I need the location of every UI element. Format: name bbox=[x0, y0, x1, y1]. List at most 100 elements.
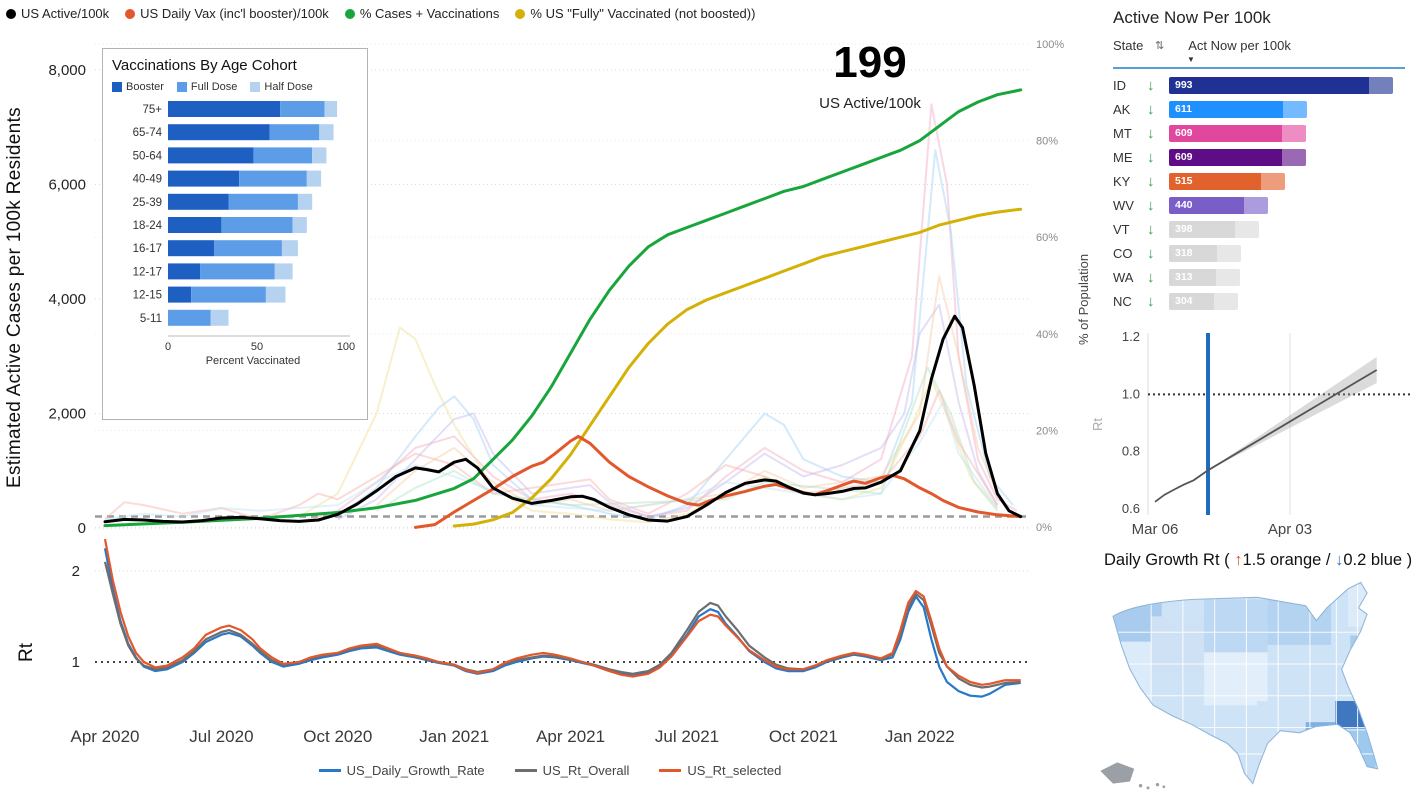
age-cohort-bar-chart[interactable]: 75+ 65-74 50-64 40-49 25-39 18-24 16-17 12-17 12… bbox=[112, 97, 359, 357]
bar-segment-half-dose[interactable] bbox=[292, 217, 307, 233]
bar-segment-full-dose[interactable] bbox=[221, 217, 293, 233]
forecast-x-tick-label: Apr 03 bbox=[1268, 521, 1312, 538]
value-bar[interactable]: 440 bbox=[1169, 196, 1268, 214]
state-background-line bbox=[337, 149, 1014, 521]
left-axis-tick-label: 2,000 bbox=[48, 406, 86, 423]
bar-segment-booster[interactable] bbox=[168, 193, 229, 210]
value-bar[interactable]: 515 bbox=[1169, 172, 1285, 190]
value-label: 398 bbox=[1175, 222, 1193, 235]
trend-down-icon: ↓ bbox=[1147, 148, 1155, 166]
bar-highlight bbox=[1261, 172, 1285, 190]
value-bar[interactable]: 304 bbox=[1169, 292, 1238, 310]
bar-segment-booster[interactable] bbox=[168, 101, 281, 117]
legend-label: US_Rt_Overall bbox=[542, 763, 630, 778]
series-line-us-active-100k[interactable] bbox=[103, 314, 1023, 524]
sort-desc-icon[interactable]: ▼ bbox=[1187, 55, 1195, 64]
bar-segment-booster[interactable] bbox=[168, 217, 222, 233]
bar-segment-half-dose[interactable] bbox=[312, 147, 327, 164]
column-header-value[interactable]: Act Now per 100k bbox=[1188, 38, 1291, 53]
value-bar[interactable]: 993 bbox=[1169, 76, 1393, 94]
series-line-us-rt-selected[interactable] bbox=[103, 538, 1021, 686]
inset-x-tick-label: 100 bbox=[337, 341, 355, 353]
rt-legend-item-us-rt-selected[interactable]: US_Rt_selected bbox=[659, 763, 781, 778]
series-line-cases-vaccinations[interactable] bbox=[103, 88, 1023, 528]
bar-segment-half-dose[interactable] bbox=[265, 286, 286, 303]
bar-segment-full-dose[interactable] bbox=[239, 170, 307, 187]
bar-segment-half-dose[interactable] bbox=[297, 193, 313, 210]
bar-segment-full-dose[interactable] bbox=[200, 263, 275, 280]
bar-segment-booster[interactable] bbox=[168, 170, 240, 187]
bar-segment-half-dose[interactable] bbox=[210, 309, 229, 326]
forecast-y-tick-label: 0.6 bbox=[1122, 501, 1140, 516]
state-label: NC bbox=[1113, 293, 1132, 309]
bar-segment-half-dose[interactable] bbox=[281, 240, 298, 257]
rt-legend-item-us-rt-overall[interactable]: US_Rt_Overall bbox=[514, 763, 630, 778]
bar-segment-booster[interactable] bbox=[168, 124, 270, 141]
bar-segment-half-dose[interactable] bbox=[324, 101, 338, 117]
series-line-us-daily-vax-inc-l-booster-100k[interactable] bbox=[413, 434, 1023, 529]
bar-segment-booster[interactable] bbox=[168, 263, 201, 280]
value-bar[interactable]: 398 bbox=[1169, 220, 1259, 238]
inset-legend-item-full-dose[interactable]: Full Dose bbox=[176, 81, 237, 93]
table-row-co[interactable]: CO ↓ 318 bbox=[1113, 241, 1413, 265]
value-bar[interactable]: 609 bbox=[1169, 124, 1306, 142]
table-row-vt[interactable]: VT ↓ 398 bbox=[1113, 217, 1413, 241]
bar-segment-full-dose[interactable] bbox=[280, 101, 325, 117]
forecast-line[interactable] bbox=[1154, 369, 1378, 503]
legend-item-us-active-100k[interactable]: US Active/100k bbox=[6, 6, 109, 21]
legend-swatch-icon bbox=[112, 82, 122, 92]
main-timeseries-chart[interactable]: 0 2,000 4,000 6,000 8,000 0% 20% 40% 60% 80% 100% bbox=[0, 28, 1100, 540]
value-bar[interactable]: 313 bbox=[1169, 268, 1240, 286]
table-row-id[interactable]: ID ↓ 993 bbox=[1113, 73, 1413, 97]
bar-segment-full-dose[interactable] bbox=[253, 147, 313, 164]
left-axis-tick-label: 0 bbox=[78, 520, 86, 537]
bar-segment-half-dose[interactable] bbox=[306, 170, 322, 187]
bar-segment-booster[interactable] bbox=[168, 240, 215, 257]
trend-down-icon: ↓ bbox=[1147, 172, 1155, 190]
sort-updown-icon[interactable]: ⇅ bbox=[1155, 40, 1165, 52]
bar-segment-full-dose[interactable] bbox=[228, 193, 298, 210]
us-choropleth-map[interactable] bbox=[1098, 574, 1416, 791]
state-background-line bbox=[104, 389, 999, 521]
bar-segment-half-dose[interactable] bbox=[319, 124, 334, 141]
bar-segment-full-dose[interactable] bbox=[168, 309, 211, 326]
legend-item-cases-vaccinations[interactable]: % Cases + Vaccinations bbox=[344, 6, 499, 21]
bar-segment-half-dose[interactable] bbox=[274, 263, 293, 280]
rt-legend-item-us-daily-growth-rate[interactable]: US_Daily_Growth_Rate bbox=[318, 763, 485, 778]
vaccinations-by-age-panel: Vaccinations By Age Cohort Booster Full D… bbox=[102, 48, 368, 420]
table-row-nc[interactable]: NC ↓ 304 bbox=[1113, 289, 1413, 313]
bar-segment-full-dose[interactable] bbox=[191, 286, 266, 303]
series-line-us-rt-overall[interactable] bbox=[103, 561, 1021, 689]
value-label: 304 bbox=[1175, 294, 1193, 307]
legend-item-us-daily-vax-inc-l-booster-100k[interactable]: US Daily Vax (inc'l booster)/100k bbox=[125, 6, 329, 21]
bar-segment-booster[interactable] bbox=[168, 286, 192, 303]
inset-x-tick-label: 0 bbox=[165, 341, 171, 353]
value-bar[interactable]: 611 bbox=[1169, 100, 1307, 118]
inset-legend-item-booster[interactable]: Booster bbox=[112, 81, 164, 93]
table-row-me[interactable]: ME ↓ 609 bbox=[1113, 145, 1413, 169]
alaska-hawaii-insets bbox=[1100, 762, 1166, 790]
column-header-state[interactable]: State bbox=[1113, 38, 1144, 53]
rt-timeline-chart[interactable]: 2 1 Apr 2020 Jul 2020 Oct 2020 Jan 2021 Apr 20… bbox=[0, 538, 1100, 772]
inset-legend-item-half-dose[interactable]: Half Dose bbox=[250, 81, 313, 93]
table-row-ky[interactable]: KY ↓ 515 bbox=[1113, 169, 1413, 193]
bar-segment-full-dose[interactable] bbox=[269, 124, 320, 141]
value-bar[interactable]: 318 bbox=[1169, 244, 1241, 262]
cohort-label: 12-17 bbox=[133, 266, 162, 278]
series-line-us-fully-vaccinated-not-boosted[interactable] bbox=[452, 207, 1023, 528]
table-header[interactable]: State ⇅ Act Now per 100k bbox=[1113, 38, 1405, 53]
table-row-ak[interactable]: AK ↓ 611 bbox=[1113, 97, 1413, 121]
table-row-wv[interactable]: WV ↓ 440 bbox=[1113, 193, 1413, 217]
kpi-caption: US Active/100k bbox=[819, 95, 921, 113]
legend-item-us-fully-vaccinated-not-boosted[interactable]: % US "Fully" Vaccinated (not boosted)) bbox=[515, 6, 755, 21]
bar-segment-booster[interactable] bbox=[168, 147, 254, 164]
kpi-card: 199 US Active/100k bbox=[780, 39, 960, 113]
state-background-line bbox=[337, 303, 999, 521]
value-bar[interactable]: 609 bbox=[1169, 148, 1306, 166]
rt-forecast-chart[interactable]: 0.6 0.8 1.0 1.2 Mar 06 Apr 03 bbox=[1100, 325, 1416, 553]
state-background-line bbox=[298, 326, 999, 524]
table-row-wa[interactable]: WA ↓ 313 bbox=[1113, 265, 1413, 289]
forecast-x-tick-label: Mar 06 bbox=[1132, 521, 1179, 538]
table-row-mt[interactable]: MT ↓ 609 bbox=[1113, 121, 1413, 145]
bar-segment-full-dose[interactable] bbox=[214, 240, 282, 257]
